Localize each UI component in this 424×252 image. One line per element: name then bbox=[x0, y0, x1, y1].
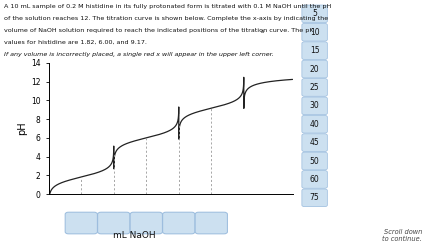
Text: Scroll down
to continue.: Scroll down to continue. bbox=[382, 229, 422, 242]
Text: 5: 5 bbox=[312, 9, 317, 18]
Text: 30: 30 bbox=[310, 101, 319, 110]
Text: 60: 60 bbox=[310, 175, 319, 184]
Text: 40: 40 bbox=[310, 120, 319, 129]
Text: 50: 50 bbox=[310, 156, 319, 166]
Text: 10: 10 bbox=[310, 28, 319, 37]
Text: of the solution reaches 12. The titration curve is shown below. Complete the x-a: of the solution reaches 12. The titratio… bbox=[4, 16, 329, 21]
Text: values for histidine are 1.82, 6.00, and 9.17.: values for histidine are 1.82, 6.00, and… bbox=[4, 40, 147, 45]
Y-axis label: pH: pH bbox=[17, 122, 27, 135]
Text: 25: 25 bbox=[310, 83, 319, 92]
Text: A 10 mL sample of 0.2 M histidine in its fully protonated form is titrated with : A 10 mL sample of 0.2 M histidine in its… bbox=[4, 4, 332, 9]
Text: 75: 75 bbox=[310, 193, 319, 202]
Text: volume of NaOH solution required to reach the indicated positions of the titrati: volume of NaOH solution required to reac… bbox=[4, 28, 314, 33]
Text: 45: 45 bbox=[310, 138, 319, 147]
Text: 20: 20 bbox=[310, 65, 319, 74]
Text: a: a bbox=[261, 29, 264, 34]
Text: mL NaOH: mL NaOH bbox=[113, 231, 156, 240]
Text: 15: 15 bbox=[310, 46, 319, 55]
Text: If any volume is incorrectly placed, a single red x will appear in the upper lef: If any volume is incorrectly placed, a s… bbox=[4, 52, 274, 57]
